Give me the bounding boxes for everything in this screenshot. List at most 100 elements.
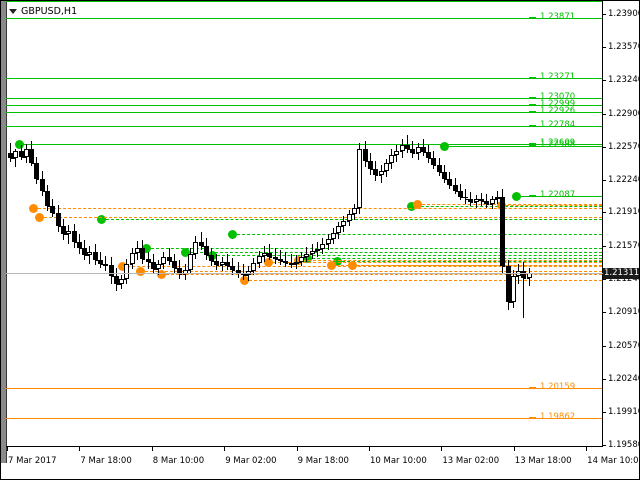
support-level-dot[interactable] [118,261,128,271]
time-axis[interactable]: 7 Mar 2017 7 Mar 18:00 8 Mar 10:00 9 Mar 02… [1,447,640,479]
candle [198,1,204,446]
support-level-line [6,417,602,419]
time-tick-label: 13 Mar 02:00 [442,456,500,466]
support-level-dot[interactable] [347,261,357,271]
price-tick-mark [603,79,606,81]
price-axis[interactable]: 1.23900 1.23570 1.23240 1.22900 1.22570 1.222… [603,1,639,463]
candle [320,1,326,446]
candle-wick [486,193,488,209]
support-level-dot[interactable] [156,270,166,280]
candle-open-tick [45,190,48,192]
candle-body [293,262,299,265]
chevron-down-icon[interactable] [9,8,17,14]
candle-open-tick [71,231,74,233]
support-level-dot[interactable] [294,255,304,265]
candle [346,1,352,446]
candle-close-tick [74,242,77,244]
support-level-dot[interactable] [34,213,44,223]
candle-close-tick [317,249,320,251]
candle-body [373,168,379,175]
candle-open-tick [389,162,392,164]
resistance-level-dot[interactable] [142,244,152,254]
candle [119,1,125,446]
candle [124,1,130,446]
support-level-dot[interactable] [28,204,38,214]
chart-title[interactable]: GBPUSD,H1 [9,4,77,18]
candle-body [166,257,172,262]
resistance-level-dot[interactable] [15,139,25,149]
resistance-level-label-dash [529,1,536,4]
candle-close-tick [445,178,448,180]
chart-plot-area[interactable]: 1.24039 1.23871 1.23271 1.230701.229991.229… [6,1,602,446]
candle [219,1,225,446]
support-level-dot[interactable] [240,276,250,286]
time-tick-label: 9 Mar 02:00 [225,456,277,466]
candle-body [314,249,320,252]
candle [484,1,490,446]
candle-open-tick [55,213,58,215]
resistance-level-dot[interactable] [302,254,312,264]
candle-close-tick [450,184,453,186]
candle-open-tick [415,152,418,154]
time-tick-label: 14 Mar 10:00 [587,456,640,466]
candle-body [71,231,77,243]
candle-close-tick [32,162,35,164]
candle-close-tick [275,259,278,261]
resistance-level-label-dash [529,144,536,149]
candle-wick [290,254,292,269]
candle [76,1,82,446]
candle-body [119,279,125,285]
candle-body [124,264,130,280]
candle-open-tick [320,249,323,251]
resistance-level-dot[interactable] [97,215,107,225]
candle-body [251,263,257,272]
candle [13,1,19,446]
support-level-dot[interactable] [136,267,146,277]
candle-close-tick [476,199,479,201]
support-level-label: 1.19862 [540,411,576,422]
support-level-line [140,271,602,273]
support-level-dot[interactable] [264,258,274,268]
candle [373,1,379,446]
candle [135,1,141,446]
resistance-level-dot[interactable] [440,141,450,151]
candle-close-tick [180,274,183,276]
candle [500,1,506,446]
candle [103,1,109,446]
resistance-level-line [515,195,602,197]
candle [166,1,172,446]
candle-close-tick [85,255,88,257]
resistance-level-dot[interactable] [180,248,190,258]
candle-body [489,198,495,205]
candle-close-tick [11,157,13,159]
resistance-level-dot[interactable] [228,230,238,240]
candle-open-tick [357,208,360,210]
candle-open-tick [346,221,349,223]
candle [415,1,421,446]
resistance-level-dot[interactable] [511,191,521,201]
candle [172,1,178,446]
candle-body [473,199,479,203]
candle-close-tick [79,248,82,250]
support-level-dot[interactable] [326,260,336,270]
candle-body [378,170,384,175]
candle-close-tick [323,244,326,246]
candle-close-tick [333,233,336,235]
candle-open-tick [362,148,365,150]
candle-close-tick [201,246,204,248]
candle-close-tick [138,248,141,250]
candle-close-tick [423,151,426,153]
resistance-level-dot[interactable] [407,202,417,212]
candle-body [330,233,336,240]
candle [394,1,400,446]
candle-body [34,162,40,179]
candle-open-tick [135,253,138,255]
candle-close-tick [355,208,358,210]
resistance-level-dot[interactable] [332,257,342,267]
resistance-level-line [211,255,602,257]
candle-open-tick [420,146,423,148]
support-level-dot[interactable] [413,200,423,210]
candle-body [240,273,246,276]
candle-open-tick [29,148,32,150]
candle-close-tick [429,157,432,159]
